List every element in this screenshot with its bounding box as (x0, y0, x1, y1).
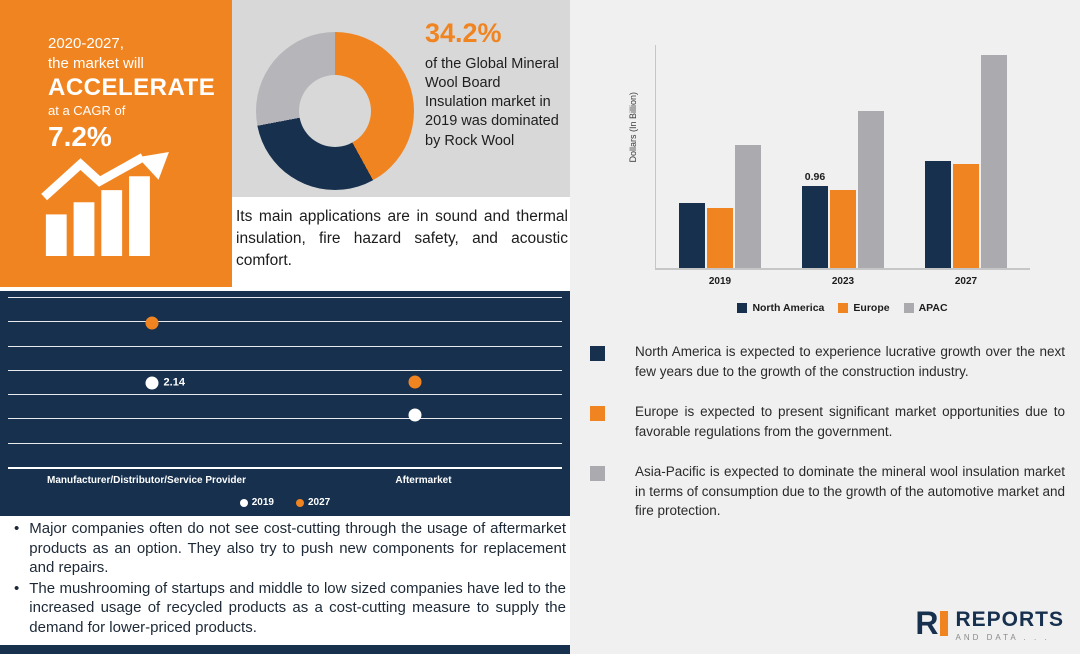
accelerate-period: 2020-2027, (48, 35, 124, 52)
dot-plot-area: 2.14 (8, 297, 562, 469)
bar-group: 2027 (924, 45, 1008, 287)
regional-insight-text: Asia-Pacific is expected to dominate the… (635, 464, 1065, 519)
bar-chart-tick-label: 2019 (708, 276, 732, 287)
bar (707, 207, 733, 268)
regional-insight-item: Asia-Pacific is expected to dominate the… (590, 462, 1065, 521)
dot-plot-gridline (8, 345, 562, 347)
bar (981, 55, 1007, 268)
accelerate-card: 2020-2027, the market will ACCELERATE at… (0, 0, 232, 287)
regional-insight-text: North America is expected to experience … (635, 344, 1065, 379)
logo-tagline: AND DATA . . . (955, 633, 1050, 642)
bar-chart-plot: 2019 0.96 2023 2027 (655, 45, 1030, 287)
dot-plot-category-label: Manufacturer/Distributor/Service Provide… (47, 475, 246, 486)
insight-swatch-icon (590, 466, 605, 482)
regional-insight-text: Europe is expected to present significan… (635, 404, 1065, 439)
dot-plot-value-label: 2.14 (163, 376, 185, 389)
logo-bar-icon (940, 610, 949, 636)
left-bullet-text: The mushrooming of startups and middle t… (29, 579, 566, 636)
legend-label: APAC (918, 302, 948, 314)
bar-chart-tick-label: 2023 (831, 276, 855, 287)
accelerate-cagr-value: 7.2% (48, 120, 112, 152)
regional-insight-item: Europe is expected to present significan… (590, 402, 1065, 441)
logo-name: REPORTS (955, 607, 1064, 631)
bar (735, 144, 761, 268)
dot-plot-point (145, 316, 159, 330)
bar: 0.96 (802, 171, 828, 268)
regional-insight-item: North America is expected to experience … (590, 342, 1065, 381)
dot-plot-category-labels: Manufacturer/Distributor/Service Provide… (8, 475, 562, 486)
dot-plot-point (408, 408, 422, 422)
bottom-navy-strip (0, 645, 570, 654)
insight-swatch-icon (590, 346, 605, 361)
legend-label: 2027 (308, 497, 331, 508)
legend-label: 2019 (251, 497, 274, 508)
legend-label: Europe (853, 302, 890, 314)
bar-chart-legend: North America Europe APAC (655, 302, 1030, 314)
legend-dot-icon (239, 498, 248, 507)
bar-chart-tick-label: 2027 (954, 276, 978, 287)
accelerate-line4: at a CAGR of (48, 103, 126, 118)
dot-plot-gridline (8, 394, 562, 396)
growth-chart-icon (41, 152, 169, 256)
bar-group: 2019 (678, 45, 762, 287)
legend-swatch-icon (903, 303, 914, 313)
legend-dot-icon (296, 498, 304, 507)
bar-chart-legend-item: APAC (903, 302, 948, 314)
bar (858, 111, 884, 268)
bar (830, 189, 856, 268)
dot-plot-legend-item: 2019 (239, 497, 274, 508)
dot-plot-gridline (8, 297, 562, 298)
dot-plot-gridline (8, 321, 562, 323)
bar-chart-y-axis-label: Dollars (In Billion) (628, 92, 638, 163)
left-bullet-item: • Major companies often do not see cost-c… (14, 519, 566, 578)
accelerate-text-block: 2020-2027, the market will ACCELERATE at… (48, 34, 215, 153)
regional-bar-chart: Dollars (In Billion) 2019 0.96 2023 2027 No… (570, 0, 1080, 335)
bar-chart-legend-item: Europe (838, 302, 890, 314)
left-bullet-list: • Major companies often do not see cost-c… (14, 519, 566, 638)
logo-letter: R (915, 604, 939, 641)
logo-mark-icon: R (915, 604, 949, 641)
dot-plot-gridline (8, 418, 562, 420)
left-bullet-item: • The mushrooming of startups and middle … (14, 579, 566, 638)
left-bullet-text: Major companies often do not see cost-cu… (29, 520, 566, 576)
dot-plot-point: 2.14 (145, 376, 185, 390)
dot-plot-gridline (8, 442, 562, 444)
insight-swatch-icon (590, 406, 605, 422)
applications-text: Its main applications are in sound and t… (236, 208, 568, 269)
dot-plot-point (408, 375, 422, 389)
rockwool-stat-text: 34.2% of the Global Mineral Wool Board I… (425, 18, 559, 151)
rockwool-stat-description: of the Global Mineral Wool Board Insulat… (425, 56, 559, 149)
bar (925, 160, 951, 268)
legend-label: North America (752, 302, 825, 314)
dot-plot-category-label: Aftermarket (395, 475, 452, 486)
reports-and-data-logo: R REPORTS AND DATA . . . (915, 604, 1064, 642)
bar-chart-legend-item: North America (737, 302, 824, 314)
logo-text-block: REPORTS AND DATA . . . (955, 608, 1064, 642)
dot-plot-legend: 2019 2027 (0, 497, 570, 508)
bar (953, 164, 979, 268)
bullet-marker-icon: • (14, 520, 20, 537)
legend-swatch-icon (838, 303, 849, 313)
bar-value-label: 0.96 (804, 170, 826, 183)
channel-dot-chart: 2.14 Manufacturer/Distributor/Service Pr… (0, 291, 570, 516)
accelerate-line2: the market will (48, 54, 144, 72)
rockwool-stat-card: 34.2% of the Global Mineral Wool Board I… (232, 0, 570, 197)
dot-plot-legend-item: 2027 (296, 497, 330, 508)
dot-plot-gridline (8, 369, 562, 371)
regional-insights-list: North America is expected to experience … (590, 342, 1065, 542)
bar (679, 202, 705, 268)
donut-chart (256, 32, 414, 190)
bullet-marker-icon: • (14, 579, 20, 597)
accelerate-keyword: ACCELERATE (48, 74, 216, 101)
legend-swatch-icon (737, 303, 748, 313)
bar-group: 0.96 2023 (801, 45, 885, 287)
rockwool-stat-value: 34.2% (425, 18, 502, 48)
